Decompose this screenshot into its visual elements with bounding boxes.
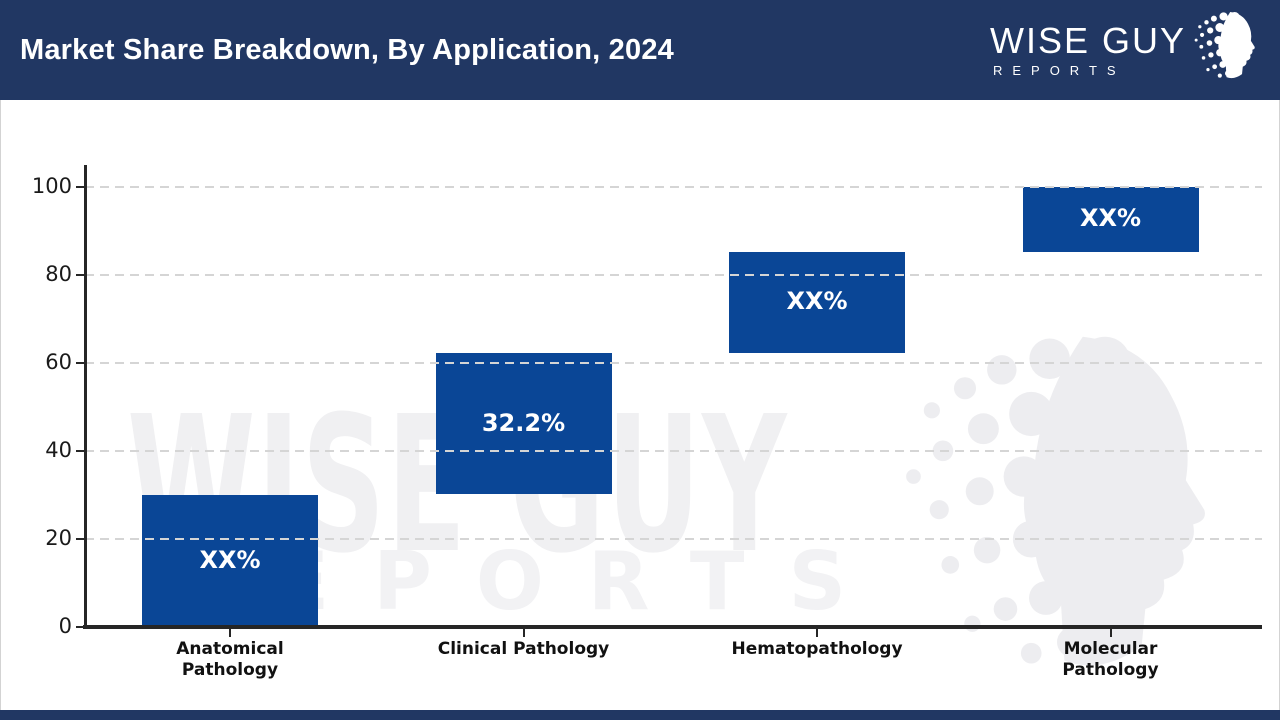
wiseguy-logo: WISE GUY REPORTS bbox=[990, 10, 1262, 90]
bar-segment bbox=[142, 494, 318, 627]
gridline bbox=[85, 537, 1262, 540]
y-tick-label: 20 bbox=[45, 525, 72, 550]
page-title: Market Share Breakdown, By Application, … bbox=[20, 33, 674, 66]
x-category-label: Molecular Pathology bbox=[1062, 638, 1159, 680]
x-axis-tick bbox=[522, 628, 525, 637]
bar-value-label: XX% bbox=[786, 287, 848, 316]
logo-wordmark: WISE GUY bbox=[989, 19, 1186, 61]
bar-value-label: XX% bbox=[199, 545, 261, 574]
y-tick-label: 60 bbox=[45, 349, 72, 374]
y-axis-tick bbox=[76, 625, 85, 628]
x-axis-tick bbox=[1109, 628, 1112, 637]
y-tick-label: 100 bbox=[31, 173, 72, 198]
y-axis-tick bbox=[76, 273, 85, 276]
y-tick-label: 0 bbox=[58, 613, 72, 638]
x-axis-tick bbox=[816, 628, 818, 637]
x-category-label: Anatomical Pathology bbox=[176, 638, 284, 680]
bar-segment bbox=[729, 251, 905, 353]
header-bar: Market Share Breakdown, By Application, … bbox=[0, 0, 1280, 100]
y-axis-tick bbox=[76, 449, 85, 452]
bar-segment bbox=[435, 352, 612, 495]
logo-subtext: REPORTS bbox=[992, 62, 1126, 78]
x-category-label: Clinical Pathology bbox=[437, 638, 610, 659]
gridline bbox=[85, 185, 1262, 188]
y-axis-tick bbox=[76, 537, 85, 540]
y-axis-tick bbox=[76, 185, 85, 188]
bar-segment bbox=[1022, 186, 1199, 252]
x-category-label: Hematopathology bbox=[731, 638, 903, 659]
bar-value-label: XX% bbox=[1079, 204, 1142, 233]
gridline bbox=[85, 449, 1262, 452]
y-tick-label: 80 bbox=[45, 261, 72, 286]
y-axis-tick bbox=[76, 361, 85, 364]
watermark-head-icon bbox=[906, 336, 1205, 666]
gridline bbox=[85, 273, 1262, 276]
x-axis-tick bbox=[229, 628, 231, 637]
logo-text: WISE GUY REPORTS bbox=[989, 19, 1186, 78]
x-axis bbox=[83, 624, 1262, 629]
dotted-head-icon bbox=[1194, 11, 1255, 79]
gridline bbox=[85, 361, 1262, 364]
bar-value-label: 32.2% bbox=[481, 408, 566, 437]
y-axis bbox=[83, 165, 87, 629]
footer-bar bbox=[0, 710, 1280, 720]
y-tick-label: 40 bbox=[45, 437, 72, 462]
